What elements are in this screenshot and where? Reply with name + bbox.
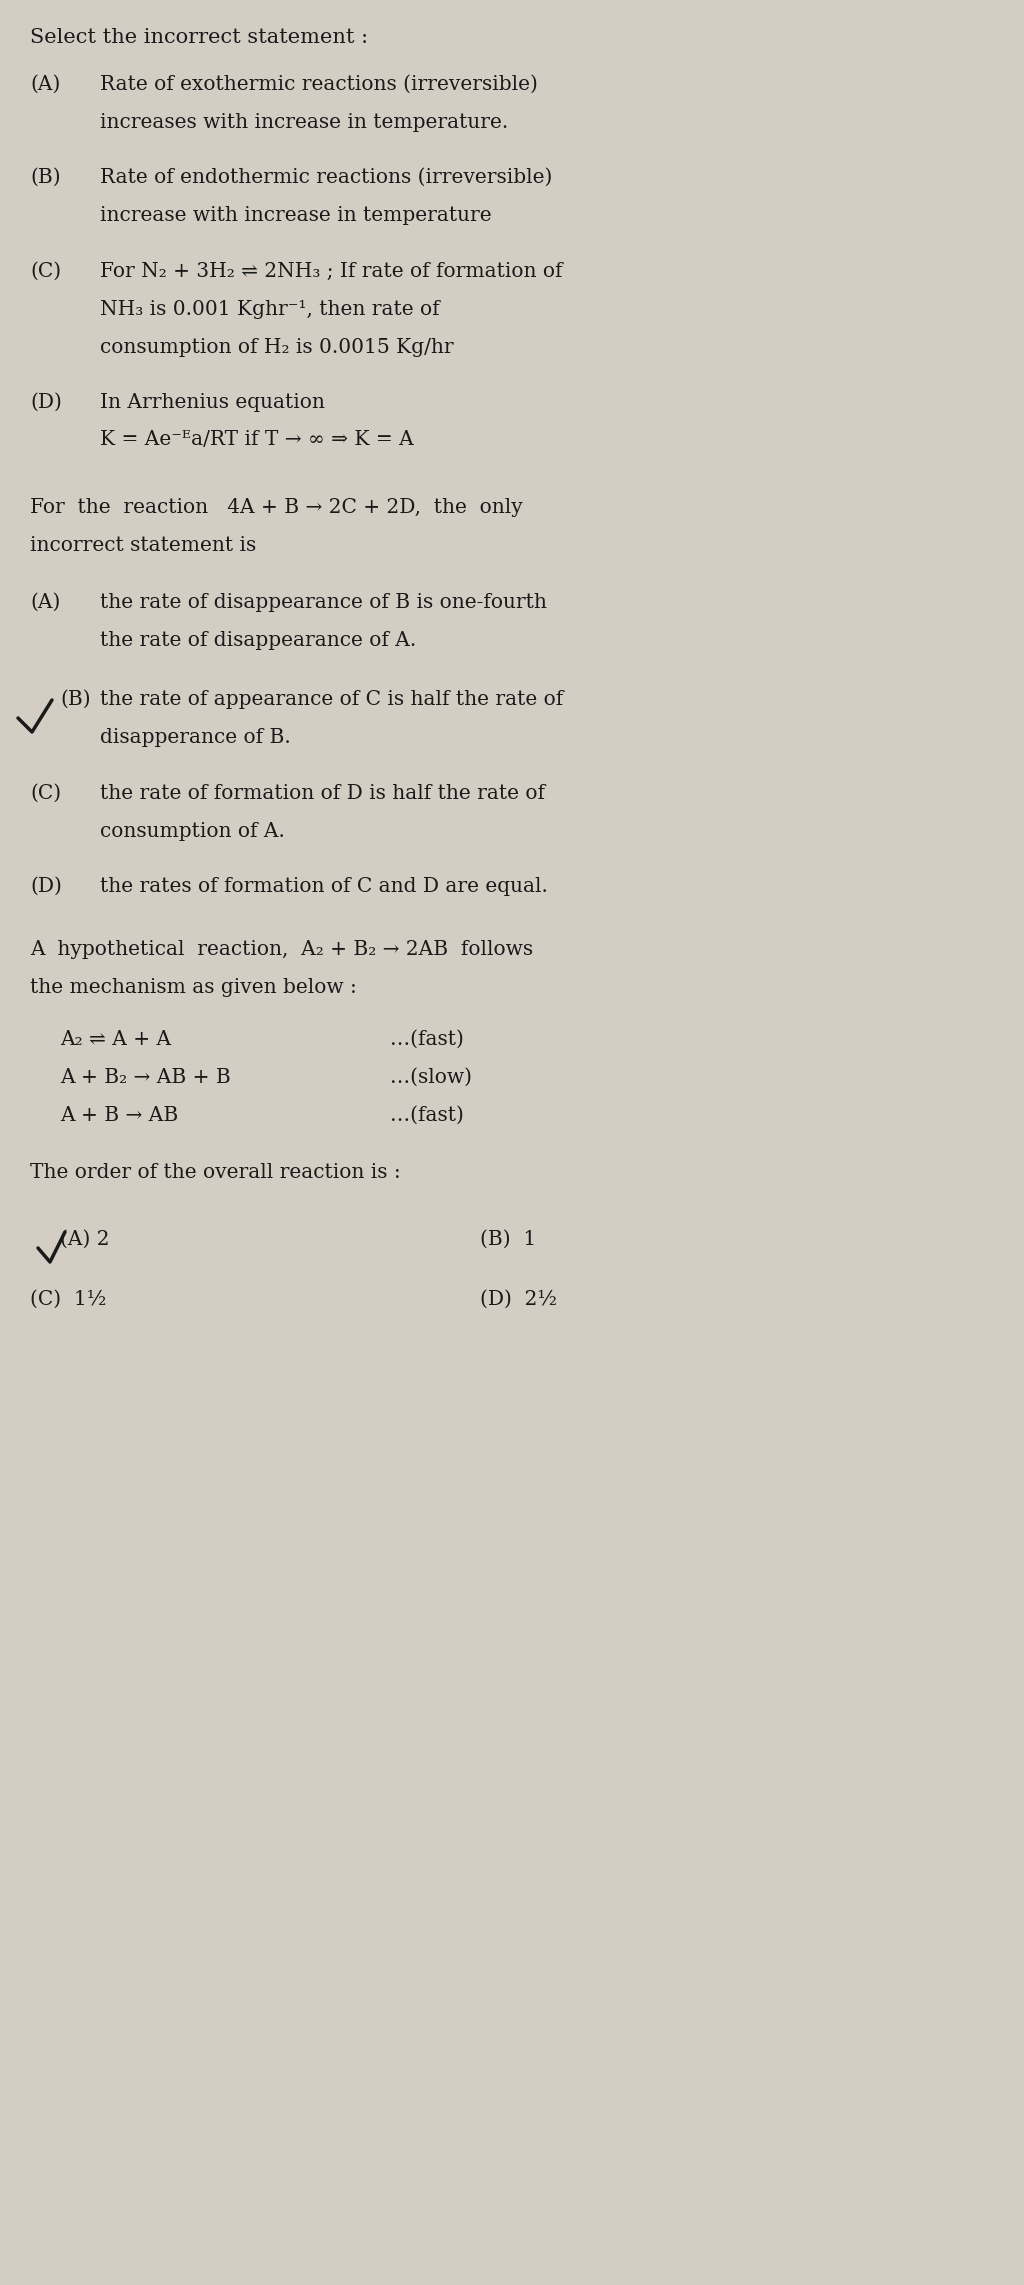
Text: Select the incorrect statement :: Select the incorrect statement :: [30, 27, 368, 48]
Text: the rate of disappearance of A.: the rate of disappearance of A.: [100, 631, 416, 649]
Text: the rates of formation of C and D are equal.: the rates of formation of C and D are eq…: [100, 877, 548, 896]
Text: …(fast): …(fast): [390, 1106, 464, 1124]
Text: For N₂ + 3H₂ ⇌ 2NH₃ ; If rate of formation of: For N₂ + 3H₂ ⇌ 2NH₃ ; If rate of formati…: [100, 263, 562, 281]
Text: (A): (A): [30, 594, 60, 612]
Text: (C): (C): [30, 784, 61, 802]
Text: (B)  1: (B) 1: [480, 1229, 537, 1250]
Text: increase with increase in temperature: increase with increase in temperature: [100, 206, 492, 224]
Text: consumption of H₂ is 0.0015 Kg/hr: consumption of H₂ is 0.0015 Kg/hr: [100, 338, 454, 356]
Text: (D): (D): [30, 393, 61, 411]
Text: (B): (B): [30, 169, 60, 187]
Text: In Arrhenius equation: In Arrhenius equation: [100, 393, 325, 411]
Text: …(fast): …(fast): [390, 1031, 464, 1049]
Text: (B): (B): [60, 690, 91, 708]
Text: …(slow): …(slow): [390, 1067, 472, 1088]
Text: The order of the overall reaction is :: The order of the overall reaction is :: [30, 1163, 400, 1181]
Text: (D): (D): [30, 877, 61, 896]
Text: A₂ ⇌ A + A: A₂ ⇌ A + A: [60, 1031, 171, 1049]
Text: (C): (C): [30, 263, 61, 281]
Text: A + B → AB: A + B → AB: [60, 1106, 178, 1124]
Text: increases with increase in temperature.: increases with increase in temperature.: [100, 112, 508, 133]
Text: (C)  1½: (C) 1½: [30, 1291, 106, 1309]
Text: A + B₂ → AB + B: A + B₂ → AB + B: [60, 1067, 230, 1088]
Text: disapperance of B.: disapperance of B.: [100, 729, 291, 747]
Text: the mechanism as given below :: the mechanism as given below :: [30, 978, 357, 996]
Text: K = Ae⁻ᴱa/RT if T → ∞ ⇒ K = A: K = Ae⁻ᴱa/RT if T → ∞ ⇒ K = A: [100, 430, 414, 448]
Text: Rate of exothermic reactions (irreversible): Rate of exothermic reactions (irreversib…: [100, 75, 538, 94]
Text: A  hypothetical  reaction,  A₂ + B₂ → 2AB  follows: A hypothetical reaction, A₂ + B₂ → 2AB f…: [30, 939, 534, 960]
Text: the rate of appearance of C is half the rate of: the rate of appearance of C is half the …: [100, 690, 563, 708]
Text: (A): (A): [30, 75, 60, 94]
Text: the rate of disappearance of B is one-fourth: the rate of disappearance of B is one-fo…: [100, 594, 547, 612]
Text: (D)  2½: (D) 2½: [480, 1291, 557, 1309]
Text: NH₃ is 0.001 Kghr⁻¹, then rate of: NH₃ is 0.001 Kghr⁻¹, then rate of: [100, 299, 439, 320]
Text: the rate of formation of D is half the rate of: the rate of formation of D is half the r…: [100, 784, 545, 802]
Text: incorrect statement is: incorrect statement is: [30, 537, 256, 555]
Text: consumption of A.: consumption of A.: [100, 823, 285, 841]
Text: Rate of endothermic reactions (irreversible): Rate of endothermic reactions (irreversi…: [100, 169, 552, 187]
Text: (A) 2: (A) 2: [60, 1229, 110, 1250]
Text: For  the  reaction   4A + B → 2C + 2D,  the  only: For the reaction 4A + B → 2C + 2D, the o…: [30, 498, 522, 516]
